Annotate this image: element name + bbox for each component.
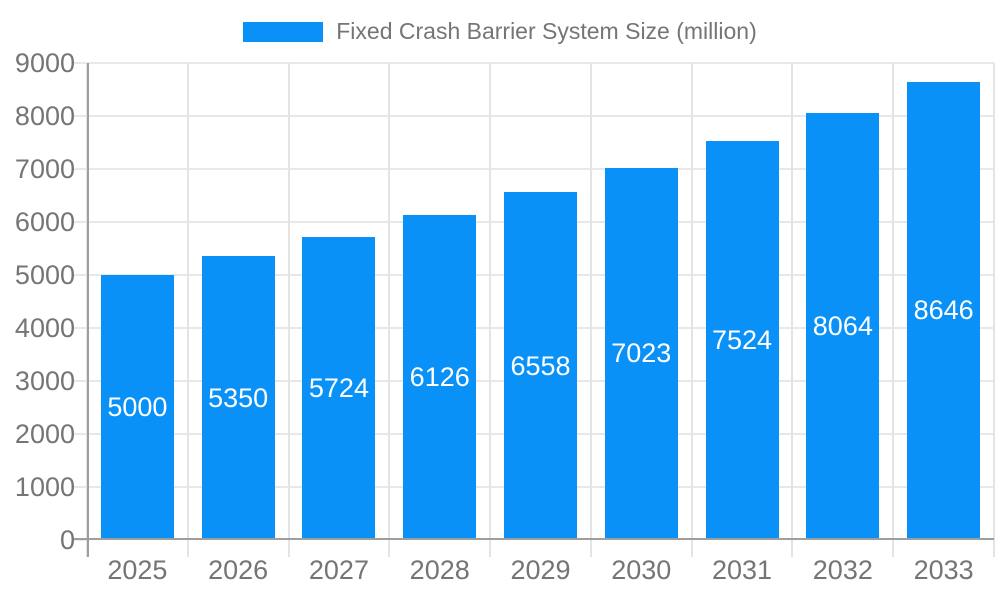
legend-swatch	[243, 21, 324, 42]
bar[interactable]: 5724	[302, 236, 376, 540]
x-tick-label: 2030	[611, 555, 672, 585]
x-gridline	[388, 63, 391, 557]
bar[interactable]: 7524	[705, 141, 779, 540]
bar-value-label: 5350	[208, 382, 269, 413]
x-gridline	[791, 63, 794, 557]
plot-area: 5000 5350 5724 6126 6558 7023 7524 8064 8646	[74, 62, 995, 557]
x-axis-line	[74, 538, 994, 540]
bar[interactable]: 8064	[806, 112, 880, 540]
bar-value-label: 6126	[409, 362, 470, 393]
bar-value-label: 8064	[812, 310, 873, 341]
y-tick-label: 0	[59, 525, 75, 555]
bar-value-label: 6558	[510, 350, 571, 381]
legend-series-label: Fixed Crash Barrier System Size (million…	[336, 18, 757, 44]
x-gridline	[589, 63, 592, 557]
x-tick-label: 2032	[812, 555, 873, 585]
y-tick-label: 8000	[14, 101, 75, 131]
x-gridline	[287, 63, 290, 557]
y-tick-label: 9000	[14, 48, 75, 78]
y-gridline	[74, 168, 994, 170]
bar-value-label: 5000	[107, 392, 168, 422]
x-tick-label: 2033	[913, 555, 974, 585]
bar-value-label: 5724	[308, 372, 369, 403]
x-gridline	[690, 63, 693, 557]
x-tick-label: 2028	[409, 555, 470, 585]
y-tick-label: 7000	[14, 154, 75, 184]
bar[interactable]: 5000	[100, 275, 174, 540]
y-axis-line	[87, 63, 89, 557]
y-tick-label: 2000	[14, 419, 75, 449]
y-gridline	[74, 115, 994, 117]
bar[interactable]: 6126	[403, 215, 477, 540]
y-tick	[74, 539, 87, 541]
y-tick-label: 6000	[14, 207, 75, 237]
x-gridline	[489, 63, 492, 557]
y-tick-label: 5000	[14, 260, 75, 290]
bar-value-label: 8646	[913, 295, 974, 326]
bar[interactable]: 6558	[504, 192, 577, 540]
x-tick-label: 2027	[308, 555, 369, 585]
x-tick-label: 2026	[208, 555, 269, 585]
bar[interactable]: 7023	[604, 167, 678, 540]
x-tick-label: 2029	[510, 555, 571, 585]
y-tick-label: 3000	[14, 366, 75, 396]
bar-value-label: 7524	[712, 325, 773, 356]
x-tick-label: 2025	[107, 555, 168, 585]
bar[interactable]: 8646	[907, 81, 981, 540]
x-gridline	[993, 63, 995, 557]
bar-value-label: 7023	[611, 338, 672, 369]
x-gridline	[186, 63, 189, 557]
x-gridline	[892, 63, 895, 557]
x-tick-label: 2031	[712, 555, 773, 585]
y-gridline	[74, 62, 994, 64]
legend[interactable]: Fixed Crash Barrier System Size (million…	[0, 18, 1000, 45]
y-tick-label: 4000	[14, 313, 75, 343]
y-tick-label: 1000	[14, 472, 75, 502]
bar[interactable]: 5350	[201, 256, 275, 540]
